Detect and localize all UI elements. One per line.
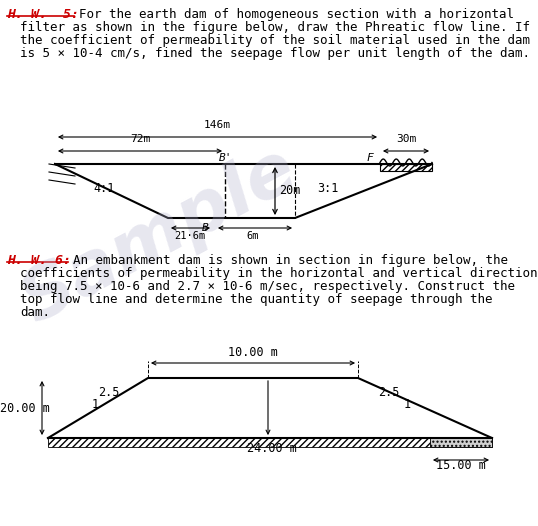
Text: 30m: 30m <box>396 134 416 144</box>
Text: filter as shown in the figure below, draw the Phreatic flow line. If: filter as shown in the figure below, dra… <box>20 21 530 34</box>
Text: H. W. 6:: H. W. 6: <box>7 254 71 267</box>
Text: An embankment dam is shown in section in figure below, the: An embankment dam is shown in section in… <box>73 254 508 267</box>
Text: 10.00 m: 10.00 m <box>228 346 278 359</box>
Text: 4:1: 4:1 <box>93 182 115 195</box>
Polygon shape <box>430 438 492 447</box>
Text: Sample: Sample <box>11 135 309 337</box>
Text: 146m: 146m <box>203 120 230 130</box>
Text: 1: 1 <box>404 398 411 411</box>
Text: 20m: 20m <box>279 185 300 197</box>
Text: F: F <box>366 153 373 163</box>
Text: the coefficient of permeability of the soil material used in the dam: the coefficient of permeability of the s… <box>20 34 530 47</box>
Text: For the earth dam of homogeneous section with a horizontal: For the earth dam of homogeneous section… <box>79 8 514 21</box>
Text: 3:1: 3:1 <box>317 182 338 195</box>
Text: dam.: dam. <box>20 306 50 319</box>
Text: 24.00 m: 24.00 m <box>247 442 297 455</box>
Text: B': B' <box>220 153 233 163</box>
Text: 20.00 m: 20.00 m <box>0 401 50 414</box>
Text: top flow line and determine the quantity of seepage through the: top flow line and determine the quantity… <box>20 293 492 306</box>
Text: coefficients of permeability in the horizontal and vertical directions: coefficients of permeability in the hori… <box>20 267 538 280</box>
Text: 15.00 m: 15.00 m <box>436 459 486 472</box>
Text: H. W.  5:: H. W. 5: <box>7 8 79 21</box>
Text: 2.5: 2.5 <box>378 386 399 399</box>
Text: B: B <box>202 223 208 233</box>
Text: 6m: 6m <box>247 231 259 241</box>
Text: being 7.5 × 10-6 and 2.7 × 10-6 m/sec, respectively. Construct the: being 7.5 × 10-6 and 2.7 × 10-6 m/sec, r… <box>20 280 515 293</box>
Text: is 5 × 10-4 cm/s, fined the seepage flow per unit length of the dam.: is 5 × 10-4 cm/s, fined the seepage flow… <box>20 47 530 60</box>
Text: 72m: 72m <box>130 134 150 144</box>
Text: 2.5: 2.5 <box>98 386 119 399</box>
Text: 1: 1 <box>92 398 99 411</box>
Text: 21·6m: 21·6m <box>174 231 206 241</box>
